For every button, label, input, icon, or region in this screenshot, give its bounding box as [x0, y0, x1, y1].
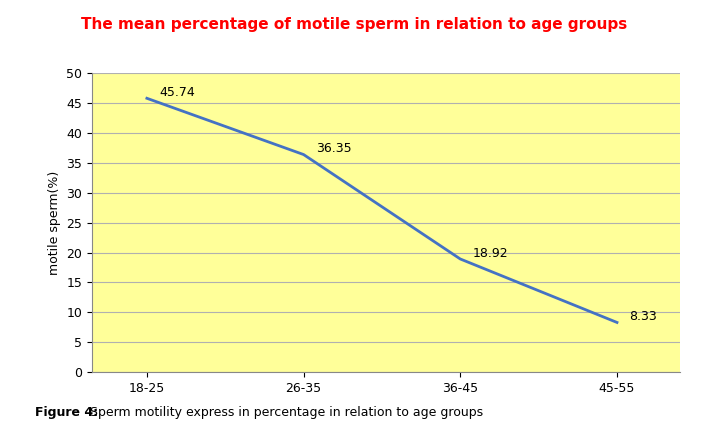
Text: 8.33: 8.33 [629, 310, 657, 323]
Text: Figure 4:: Figure 4: [35, 407, 98, 419]
Text: 18.92: 18.92 [473, 247, 508, 260]
Text: The mean percentage of motile sperm in relation to age groups: The mean percentage of motile sperm in r… [81, 17, 627, 32]
Text: Sperm motility express in percentage in relation to age groups: Sperm motility express in percentage in … [86, 407, 484, 419]
Text: 36.35: 36.35 [316, 142, 352, 155]
Text: 45.74: 45.74 [159, 86, 195, 99]
Y-axis label: motile sperm(%): motile sperm(%) [47, 170, 61, 275]
